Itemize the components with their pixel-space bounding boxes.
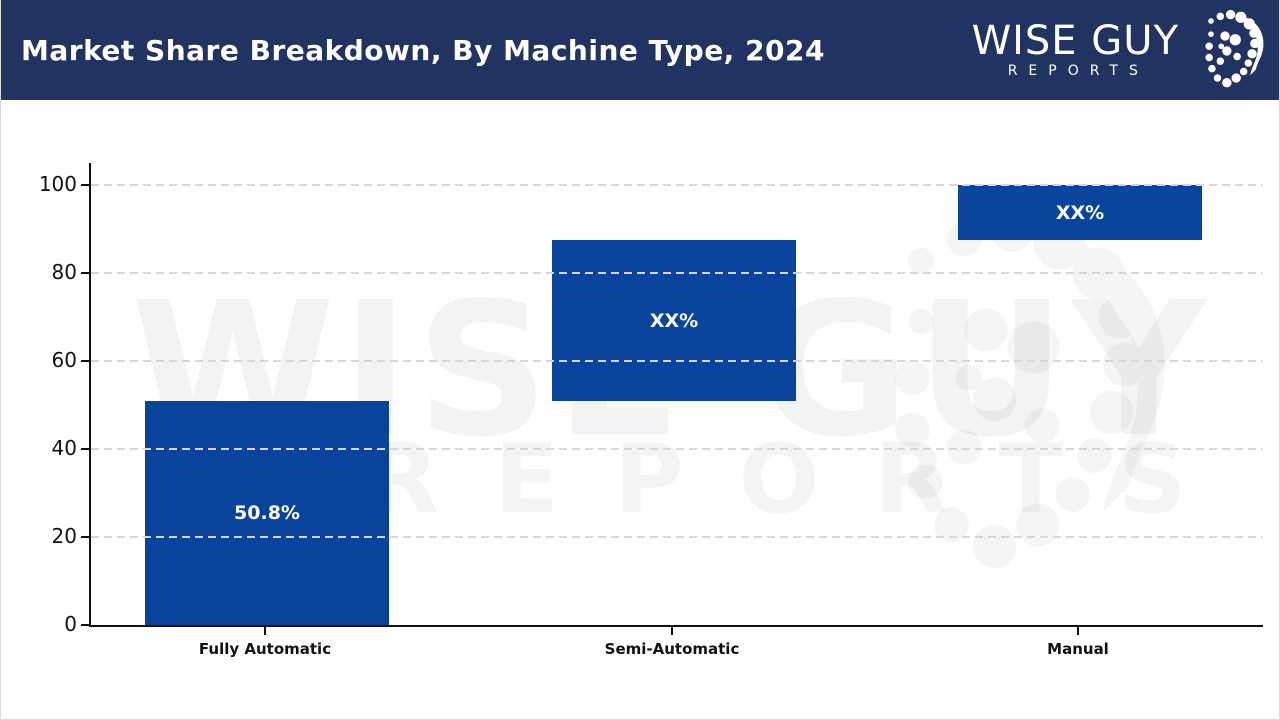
xtick-label-semi-automatic: Semi-Automatic (604, 640, 740, 658)
header: Market Share Breakdown, By Machine Type,… (1, 0, 1279, 100)
page-title: Market Share Breakdown, By Machine Type,… (21, 33, 825, 67)
ytick-mark (81, 360, 89, 362)
bar-value-label: 50.8% (234, 502, 300, 525)
ytick-label-100: 100 (38, 172, 77, 196)
ytick-mark (81, 184, 89, 186)
bar-value-label: XX% (1055, 201, 1105, 224)
plot-area: 50.8% XX% XX% (89, 163, 1263, 627)
bar-value-label: XX% (649, 309, 699, 332)
watermark-subtitle: REPORTS (366, 425, 1242, 535)
ytick-mark (81, 624, 89, 626)
gridline-20 (91, 536, 1263, 538)
ytick-label-20: 20 (51, 524, 77, 548)
xtick-label-fully-automatic: Fully Automatic (198, 640, 332, 658)
gridline-40 (91, 448, 1263, 450)
logo: WISE GUY REPORTS (972, 8, 1267, 92)
ytick-mark (81, 448, 89, 450)
logo-subtitle: REPORTS (1007, 63, 1149, 79)
logo-text: WISE GUY REPORTS (972, 21, 1179, 79)
ytick-mark (81, 272, 89, 274)
ytick-label-0: 0 (64, 612, 77, 636)
bar-manual: XX% (958, 185, 1202, 240)
gridline-60 (91, 360, 1263, 362)
bar-fully-automatic: 50.8% (145, 401, 389, 625)
ytick-label-80: 80 (51, 260, 77, 284)
bar-semi-automatic: XX% (552, 240, 796, 402)
ytick-label-60: 60 (51, 348, 77, 372)
gridline-100 (91, 184, 1263, 186)
ytick-label-40: 40 (51, 436, 77, 460)
xtick-mark (1077, 627, 1079, 635)
logo-head-icon (1205, 9, 1264, 88)
logo-wordmark: WISE GUY (971, 18, 1179, 64)
xtick-mark (264, 627, 266, 635)
xtick-mark (671, 627, 673, 635)
ytick-mark (81, 536, 89, 538)
xtick-label-manual: Manual (1047, 640, 1109, 658)
gridline-80 (91, 272, 1263, 274)
